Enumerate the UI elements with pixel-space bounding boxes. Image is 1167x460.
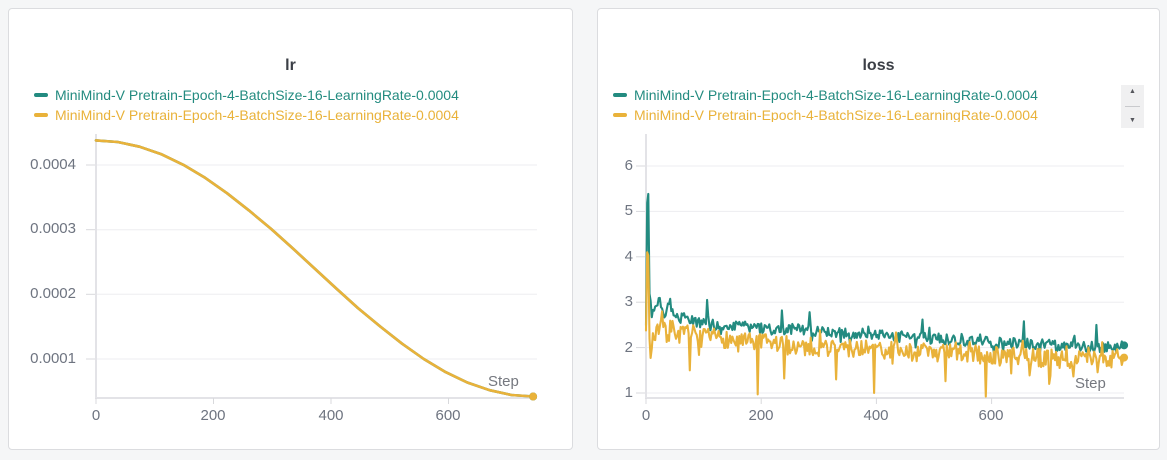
legend-label: MiniMind-V Pretrain-Epoch-4-BatchSize-16… xyxy=(634,88,1038,103)
legend-label: MiniMind-V Pretrain-Epoch-4-BatchSize-16… xyxy=(634,107,1038,122)
y-tick-label: 0.0002 xyxy=(30,285,76,302)
x-tick-label: 200 xyxy=(748,407,774,424)
x-axis-label: Step xyxy=(488,373,519,390)
y-tick-label: 0.0001 xyxy=(30,350,76,367)
x-tick-label: 400 xyxy=(863,407,889,424)
scroll-up-icon[interactable]: ▲ xyxy=(1129,88,1136,95)
x-axis-label: Step xyxy=(1075,375,1106,392)
chart-title-lr: lr xyxy=(285,57,296,74)
legend-label: MiniMind-V Pretrain-Epoch-4-BatchSize-16… xyxy=(55,107,459,123)
lr-plot-area[interactable] xyxy=(9,9,572,449)
y-tick-label: 0.0004 xyxy=(30,156,76,173)
y-tick-label: 5 xyxy=(624,202,633,219)
x-tick-label: 400 xyxy=(318,407,344,424)
x-tick-label: 0 xyxy=(641,407,651,424)
loss-plot-area[interactable] xyxy=(598,9,1159,449)
panel-lr: lr MiniMind-V Pretrain-Epoch-4-BatchSize… xyxy=(8,8,573,450)
scroll-down-icon[interactable]: ▼ xyxy=(1129,117,1136,124)
y-tick-label: 1 xyxy=(624,384,633,401)
x-tick-label: 600 xyxy=(978,407,1004,424)
panel-loss: loss MiniMind-V Pretrain-Epoch-4-BatchSi… xyxy=(597,8,1160,450)
legend-swatch-icon xyxy=(34,93,48,97)
y-tick-label: 0.0003 xyxy=(30,220,76,237)
legend-label: MiniMind-V Pretrain-Epoch-4-BatchSize-16… xyxy=(55,87,459,103)
x-tick-label: 200 xyxy=(200,407,226,424)
scrollbar-divider xyxy=(1125,106,1140,107)
y-tick-label: 6 xyxy=(624,157,633,174)
legend-swatch-icon xyxy=(34,113,48,117)
legend-swatch-icon xyxy=(613,113,627,117)
y-tick-label: 4 xyxy=(624,248,633,265)
legend-lr: MiniMind-V Pretrain-Epoch-4-BatchSize-16… xyxy=(34,88,459,122)
y-tick-label: 3 xyxy=(624,293,633,310)
legend-item-run2[interactable]: MiniMind-V Pretrain-Epoch-4-BatchSize-16… xyxy=(613,108,1121,122)
legend-swatch-icon xyxy=(613,93,627,97)
chart-title-loss: loss xyxy=(862,57,895,74)
y-tick-label: 2 xyxy=(624,339,633,356)
x-tick-label: 0 xyxy=(91,407,101,424)
legend-item-run1[interactable]: MiniMind-V Pretrain-Epoch-4-BatchSize-16… xyxy=(34,88,459,102)
x-tick-label: 600 xyxy=(435,407,461,424)
legend-item-run1[interactable]: MiniMind-V Pretrain-Epoch-4-BatchSize-16… xyxy=(613,88,1121,102)
legend-scrollbar: ▲ ▼ xyxy=(1121,85,1144,128)
legend-loss: MiniMind-V Pretrain-Epoch-4-BatchSize-16… xyxy=(613,88,1121,122)
legend-item-run2[interactable]: MiniMind-V Pretrain-Epoch-4-BatchSize-16… xyxy=(34,108,459,122)
